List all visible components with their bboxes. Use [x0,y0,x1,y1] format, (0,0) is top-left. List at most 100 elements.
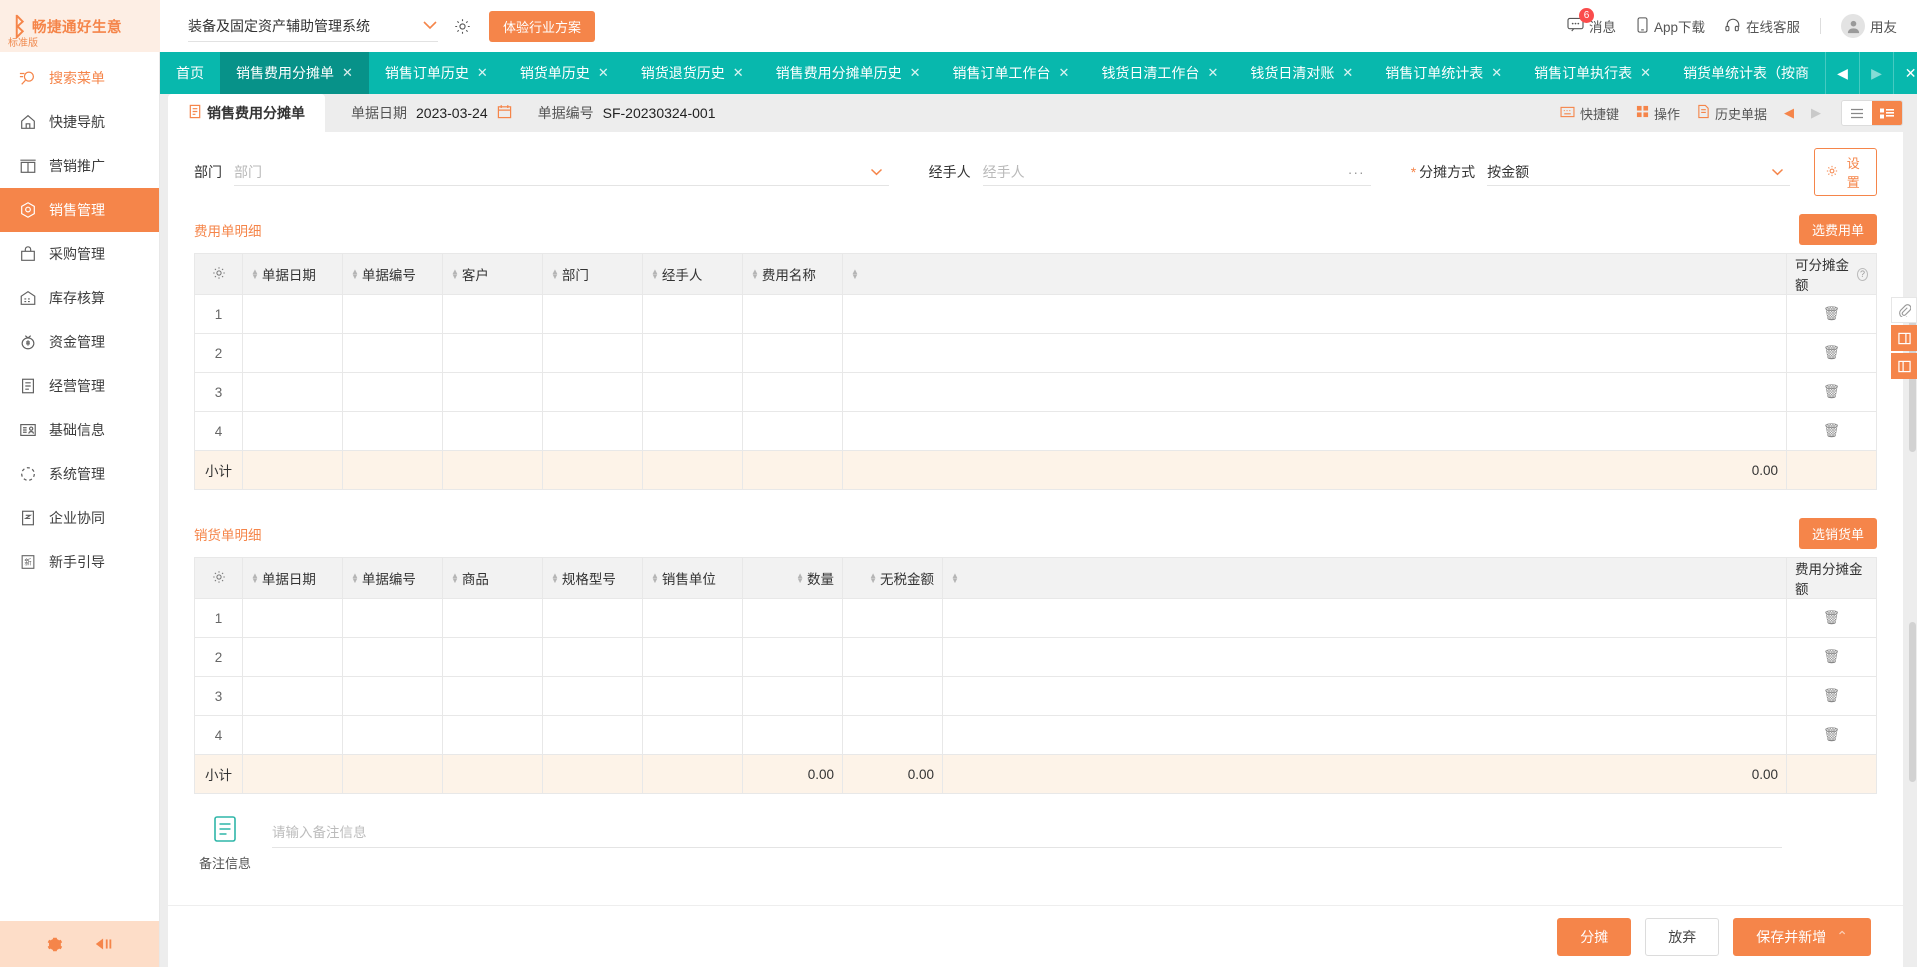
cell-handler[interactable] [642,333,743,373]
sidebar-item-system[interactable]: 系统管理 [0,452,159,496]
close-icon[interactable]: ✕ [597,65,609,80]
form-scroll-area[interactable]: 部门 部门 经手人 [168,132,1903,905]
col-expense-name[interactable]: ▲ ▼ 费用名称 [742,253,843,295]
col-sales-qty[interactable]: ▲ ▼ 数量 [742,557,843,599]
row-delete-button[interactable]: 🗑 [1786,411,1877,451]
row-delete-button[interactable]: 🗑 [1786,676,1877,716]
cell-date[interactable] [242,598,343,638]
cell-spec[interactable] [542,598,643,638]
cell-spec[interactable] [542,715,643,755]
cell-date[interactable] [242,411,343,451]
cell-spec[interactable] [542,637,643,677]
table-row[interactable]: 1 🗑 [194,294,1877,334]
discard-button[interactable]: 放弃 [1645,917,1720,956]
table-row[interactable]: 1 🗑 [194,598,1877,638]
chevron-left-icon[interactable]: ◀ [1825,52,1859,94]
cell-department[interactable] [542,411,643,451]
close-icon[interactable]: ✕ [476,65,488,80]
remark-input[interactable]: 请输入备注信息 [272,814,1782,848]
tab-sales-order-execution[interactable]: 销售订单执行表 ✕ [1518,52,1667,94]
column-settings-header[interactable] [194,253,243,295]
cell-date[interactable] [242,637,343,677]
cell-blank[interactable] [842,372,1787,412]
sidebar-item-inventory[interactable]: 库存核算 [0,276,159,320]
list-view-icon[interactable] [1842,101,1872,125]
tab-home[interactable]: 首页 [160,52,220,94]
cell-unit[interactable] [642,637,743,677]
cell-expense-name[interactable] [742,411,843,451]
close-icon[interactable]: ✕ [1058,65,1070,80]
col-sales-amount-no-tax[interactable]: ▲ ▼ 无税金额 [842,557,943,599]
cell-date[interactable] [242,294,343,334]
cell-code[interactable] [342,333,443,373]
cell-spec[interactable] [542,676,643,716]
cell-qty[interactable] [742,637,843,677]
cell-blank[interactable] [942,637,1787,677]
handler-input[interactable]: 经手人 ··· [982,158,1371,186]
row-delete-button[interactable]: 🗑 [1786,333,1877,373]
experience-plan-button[interactable]: 体验行业方案 [489,10,596,42]
close-icon[interactable]: ✕ [1207,65,1219,80]
cell-blank[interactable] [842,333,1787,373]
table-row[interactable]: 3 🗑 [194,372,1877,412]
sidebar-item-collaboration[interactable]: 企业协同 [0,496,159,540]
cell-customer[interactable] [442,372,543,412]
col-sales-blank[interactable]: ▲ ▼ [942,557,1787,599]
tab-sales-invoice-history[interactable]: 销货单历史 ✕ [504,52,625,94]
triangle-left-icon[interactable]: ◀ [1784,105,1794,120]
col-sales-product[interactable]: ▲ ▼ 商品 [442,557,543,599]
col-sales-date[interactable]: ▲ ▼ 单据日期 [242,557,343,599]
select-sales-doc-button[interactable]: 选销货单 [1798,518,1877,549]
tab-sales-expense-allocation[interactable]: 销售费用分摊单 ✕ [220,52,369,94]
col-expense-code[interactable]: ▲ ▼ 单据编号 [342,253,443,295]
cell-unit[interactable] [642,715,743,755]
cell-qty[interactable] [742,598,843,638]
tab-sales-order-workbench[interactable]: 销售订单工作台 ✕ [937,52,1086,94]
sidebar-item-funds[interactable]: 资金管理 [0,320,159,364]
row-delete-button[interactable]: 🗑 [1786,294,1877,334]
cell-department[interactable] [542,372,643,412]
cell-unit[interactable] [642,676,743,716]
shortcut-key-button[interactable]: 快捷键 [1560,104,1619,123]
sidebar-item-sales[interactable]: 销售管理 [0,188,159,232]
cell-date[interactable] [242,333,343,373]
sidebar-item-basic-info[interactable]: 基础信息 [0,408,159,452]
cell-product[interactable] [442,598,543,638]
cell-blank[interactable] [942,598,1787,638]
table-row[interactable]: 3 🗑 [194,676,1877,716]
cell-handler[interactable] [642,372,743,412]
close-icon[interactable]: ✕ [1893,52,1917,94]
history-doc-button[interactable]: 历史单据 [1697,104,1767,123]
cell-expense-name[interactable] [742,372,843,412]
cell-qty[interactable] [742,676,843,716]
row-delete-button[interactable]: 🗑 [1786,637,1877,677]
cell-amount-no-tax[interactable] [842,637,943,677]
department-input[interactable]: 部门 [234,158,889,186]
app-download-entry[interactable]: App下载 [1636,16,1705,36]
cell-blank[interactable] [842,411,1787,451]
tab-sales-order-stats[interactable]: 销售订单统计表 ✕ [1369,52,1518,94]
table-row[interactable]: 4 🗑 [194,411,1877,451]
cell-code[interactable] [342,676,443,716]
cell-amount-no-tax[interactable] [842,676,943,716]
tab-sales-return-history[interactable]: 销货退货历史 ✕ [625,52,760,94]
cell-date[interactable] [242,676,343,716]
form-code-value[interactable]: SF-20230324-001 [602,105,716,121]
collapse-icon[interactable] [94,937,114,951]
caret-up-icon[interactable]: ⌃ [1836,928,1848,944]
cell-customer[interactable] [442,411,543,451]
tab-sales-order-history[interactable]: 销售订单历史 ✕ [369,52,504,94]
sidebar-item-new-guide[interactable]: 新 新手引导 [0,540,159,584]
row-delete-button[interactable]: 🗑 [1786,372,1877,412]
messages-entry[interactable]: 消息 6 [1567,8,1616,36]
sidebar-item-operations[interactable]: 经营管理 [0,364,159,408]
col-sales-code[interactable]: ▲ ▼ 单据编号 [342,557,443,599]
cell-amount-no-tax[interactable] [842,715,943,755]
cell-handler[interactable] [642,294,743,334]
close-icon[interactable]: ✕ [1491,65,1503,80]
scrollbar-thumb-lower[interactable] [1909,622,1916,782]
cell-customer[interactable] [442,333,543,373]
cell-code[interactable] [342,637,443,677]
cell-expense-name[interactable] [742,294,843,334]
gear-icon[interactable] [46,936,63,953]
